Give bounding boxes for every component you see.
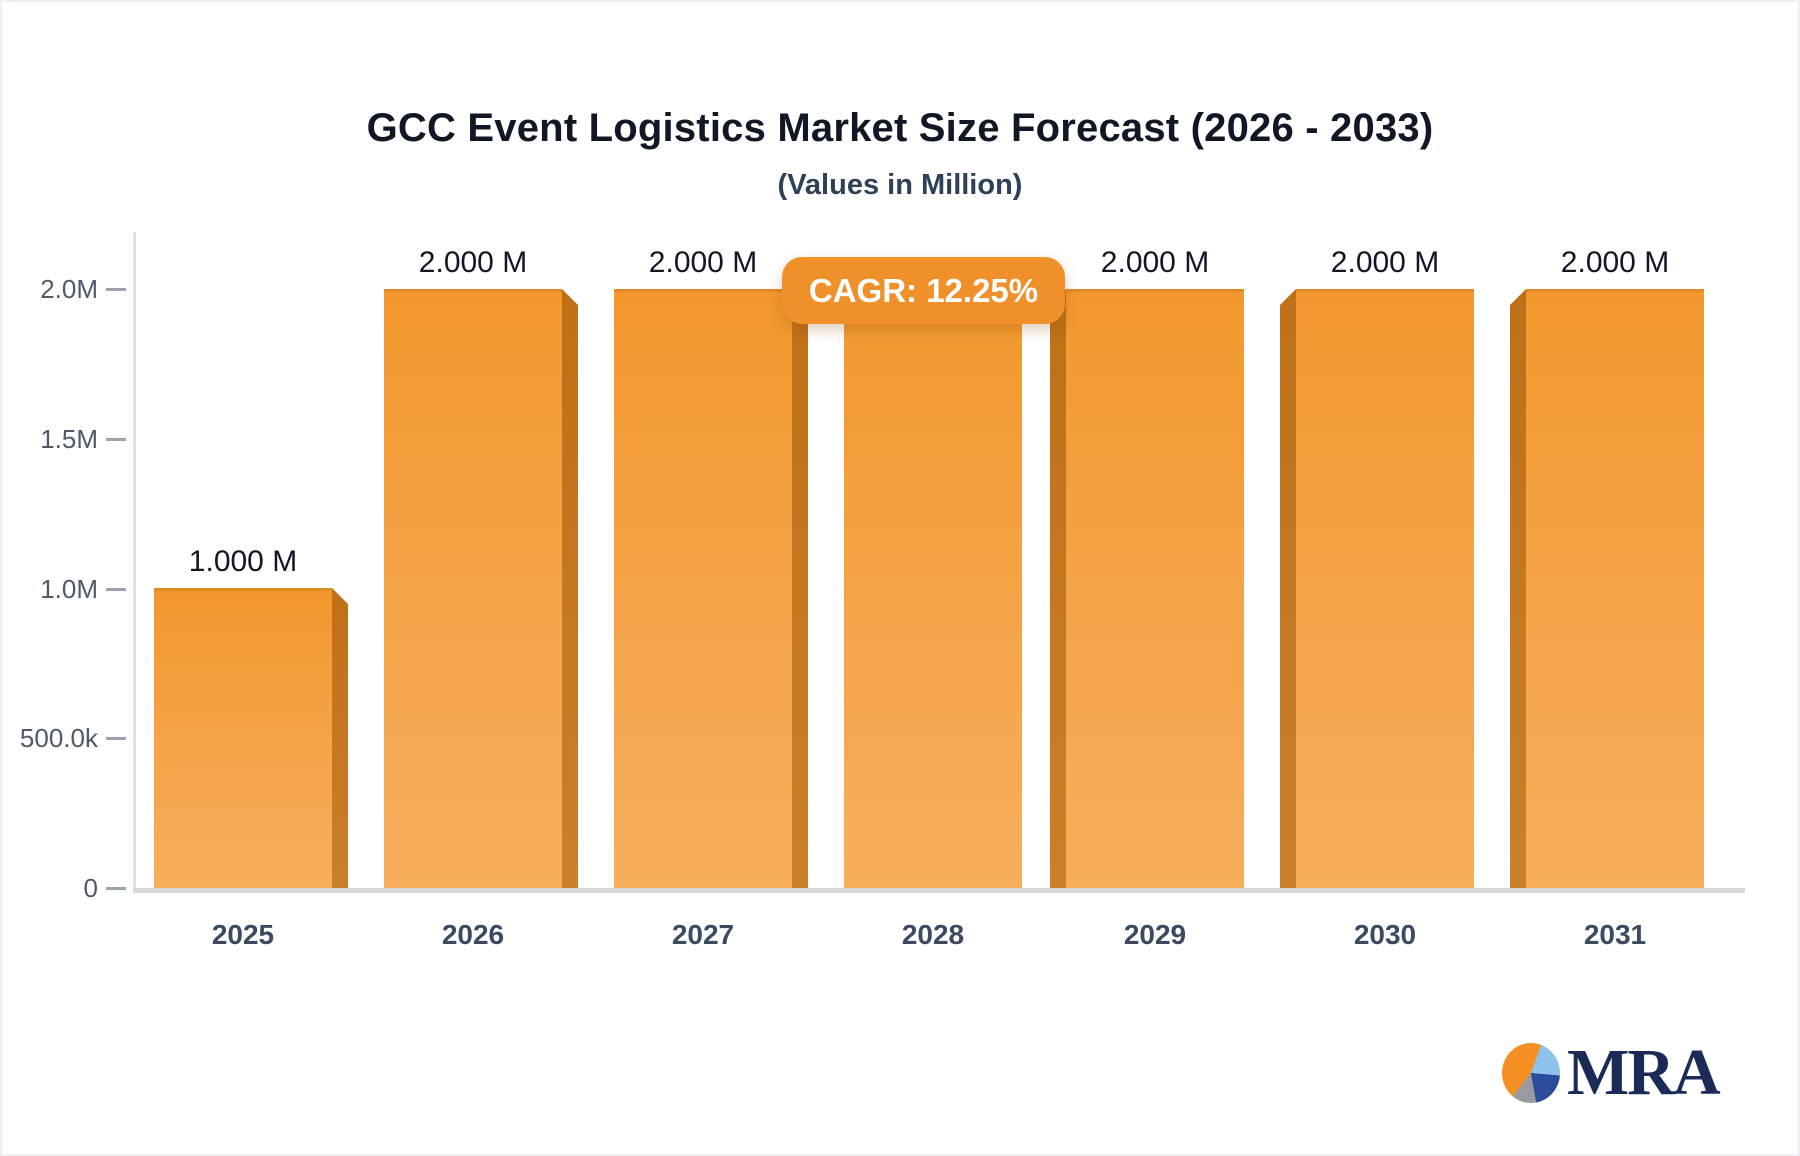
y-axis-tick-label: 1.0M (40, 573, 98, 604)
bar-2030 (1296, 289, 1474, 888)
x-axis-line (133, 888, 1745, 893)
bar-value-label-2027: 2.000 M (648, 246, 758, 279)
bar-value-label-2030: 2.000 M (1330, 246, 1440, 279)
bar-2025-side-face (332, 588, 348, 888)
y-axis-line (133, 232, 136, 891)
x-axis-label-2029: 2029 (1123, 919, 1187, 950)
x-axis-label-2027: 2027 (671, 919, 735, 950)
y-axis-tick-mark (106, 437, 126, 441)
bar-2029 (1066, 289, 1244, 888)
x-axis-label-2028: 2028 (901, 919, 965, 950)
brand-logo-text: MRA (1567, 1036, 1721, 1109)
bar-value-label-2029: 2.000 M (1100, 246, 1210, 279)
bar-2027-side-face (792, 289, 808, 888)
bar-2031 (1526, 289, 1704, 888)
bar-2027 (614, 289, 792, 888)
x-axis-label-2031: 2031 (1583, 919, 1647, 950)
cagr-badge: CAGR: 12.25% (782, 257, 1065, 324)
y-axis-tick-mark (106, 288, 126, 291)
bar-2031-side-face (1510, 289, 1526, 888)
x-axis-label-2025: 2025 (211, 919, 275, 950)
y-axis-tick-label: 0 (83, 873, 98, 903)
x-axis-label-2026: 2026 (441, 919, 505, 950)
chart-header: GCC Event Logistics Market Size Forecast… (2, 106, 1798, 202)
bar-2029-side-face (1050, 289, 1066, 888)
y-axis-tick-mark (106, 737, 126, 741)
y-axis-tick-label: 1.5M (40, 423, 98, 454)
bar-value-label-2026: 2.000 M (418, 246, 528, 279)
y-axis-tick-mark (106, 887, 126, 890)
bar-2026-side-face (562, 289, 578, 888)
bar-2030-side-face (1280, 289, 1296, 888)
bar-2028 (844, 289, 1022, 888)
bar-2026 (384, 289, 562, 888)
bar-2025 (154, 588, 332, 888)
bar-value-label-2031: 2.000 M (1560, 246, 1670, 279)
pie-chart-logo-icon (1502, 1043, 1560, 1103)
chart-subtitle: (Values in Million) (777, 169, 1023, 201)
y-axis-tick-label: 500.0k (19, 723, 98, 754)
brand-logo: MRA (1502, 1036, 1721, 1109)
bar-value-label-2025: 1.000 M (188, 545, 298, 578)
chart-title: GCC Event Logistics Market Size Forecast… (366, 106, 1434, 150)
y-axis-tick-label: 2.0M (40, 274, 98, 304)
x-axis-label-2030: 2030 (1353, 919, 1417, 950)
y-axis-tick-mark (106, 587, 126, 591)
